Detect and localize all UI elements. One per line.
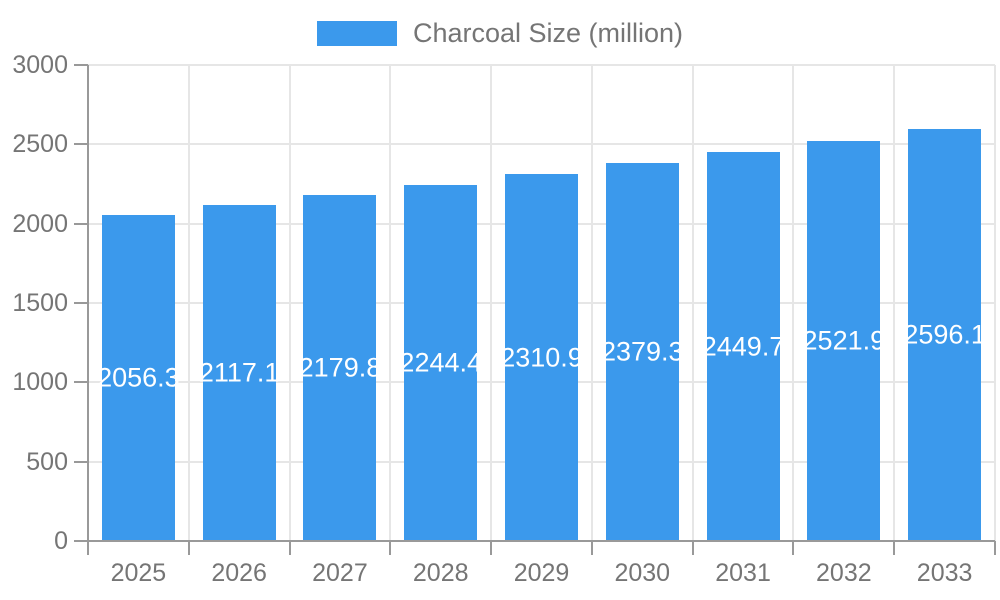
y-axis-tick-label: 1500 <box>12 289 68 317</box>
y-axis-tick-label: 1000 <box>12 368 68 397</box>
x-axis-tick <box>691 541 694 555</box>
bar-value-label: 2179.8 <box>298 352 382 383</box>
bar-2025: 2056.3 <box>97 214 180 541</box>
bar-value-label: 2379.3 <box>600 336 684 367</box>
bar-2027: 2179.8 <box>299 195 381 541</box>
x-axis-tick-label: 2033 <box>916 559 973 587</box>
x-axis-tick-label: 2027 <box>312 559 368 587</box>
y-axis-tick <box>74 222 88 225</box>
bar-value-label: 2056.3 <box>97 362 180 393</box>
x-axis-tick <box>792 541 795 555</box>
bar-2032: 2521.9 <box>803 140 885 541</box>
x-axis-tick <box>994 541 996 555</box>
y-axis-tick <box>74 302 88 304</box>
bar-value-label: 2310.9 <box>500 342 583 373</box>
y-axis-tick <box>74 64 88 66</box>
x-axis-tick-label: 2030 <box>614 559 671 587</box>
bar-value-label: 2244.4 <box>399 347 483 378</box>
bar-2033: 2596.1 <box>903 129 986 541</box>
y-axis-tick-label: 500 <box>26 447 68 476</box>
bar-2026: 2117.1 <box>199 205 279 541</box>
y-axis-tick <box>74 460 88 463</box>
x-axis-tick <box>87 541 89 555</box>
x-axis-tick-label: 2029 <box>513 559 570 587</box>
gridline-vertical <box>893 65 896 541</box>
x-axis-tick <box>389 541 392 555</box>
gridline-vertical <box>691 65 694 541</box>
y-axis-tick <box>74 143 88 146</box>
x-axis-tick <box>893 541 896 555</box>
y-axis-tick-label: 3000 <box>12 51 68 79</box>
x-axis-tick <box>590 541 593 555</box>
gridline-vertical <box>994 65 996 541</box>
y-axis-line <box>87 65 89 541</box>
gridline-horizontal <box>88 143 995 146</box>
bar-value-label: 2117.1 <box>198 357 280 388</box>
bar-2029: 2310.9 <box>500 174 583 541</box>
y-axis-tick-label: 2500 <box>12 130 68 159</box>
x-axis-tick <box>288 541 291 555</box>
bar-value-label: 2596.1 <box>903 319 986 350</box>
x-axis-tick <box>187 541 190 555</box>
x-axis-tick-label: 2032 <box>816 559 872 587</box>
y-axis-tick <box>74 540 88 542</box>
gridline-vertical <box>590 65 593 541</box>
x-axis-tick-label: 2028 <box>412 559 469 587</box>
x-axis-tick <box>490 541 493 555</box>
gridline-vertical <box>187 65 190 541</box>
gridline-vertical <box>792 65 795 541</box>
bar-2030: 2379.3 <box>601 163 684 541</box>
legend[interactable]: Charcoal Size (million) <box>0 18 1000 48</box>
bar-2028: 2244.4 <box>399 184 482 541</box>
y-axis-tick-label: 0 <box>54 527 68 555</box>
y-axis-tick-label: 2000 <box>12 209 68 238</box>
bar-2031: 2449.7 <box>702 152 784 541</box>
y-axis-tick <box>74 381 88 384</box>
x-axis-tick-label: 2031 <box>715 559 771 587</box>
gridline-vertical <box>490 65 493 541</box>
x-axis-tick-label: 2026 <box>211 559 267 587</box>
legend-label[interactable]: Charcoal Size (million) <box>412 18 684 48</box>
bar-value-label: 2449.7 <box>701 331 785 362</box>
legend-swatch[interactable] <box>316 20 397 46</box>
plot-area: 2056.3 2117.1 2179.8 2244.4 2310.9 2379.3 2449… <box>74 64 996 555</box>
bar-value-label: 2521.9 <box>802 325 886 356</box>
gridline-horizontal <box>88 64 995 66</box>
gridline-vertical <box>288 65 291 541</box>
x-axis-line <box>88 540 995 542</box>
gridline-vertical <box>389 65 392 541</box>
x-axis-tick-label: 2025 <box>110 559 167 587</box>
